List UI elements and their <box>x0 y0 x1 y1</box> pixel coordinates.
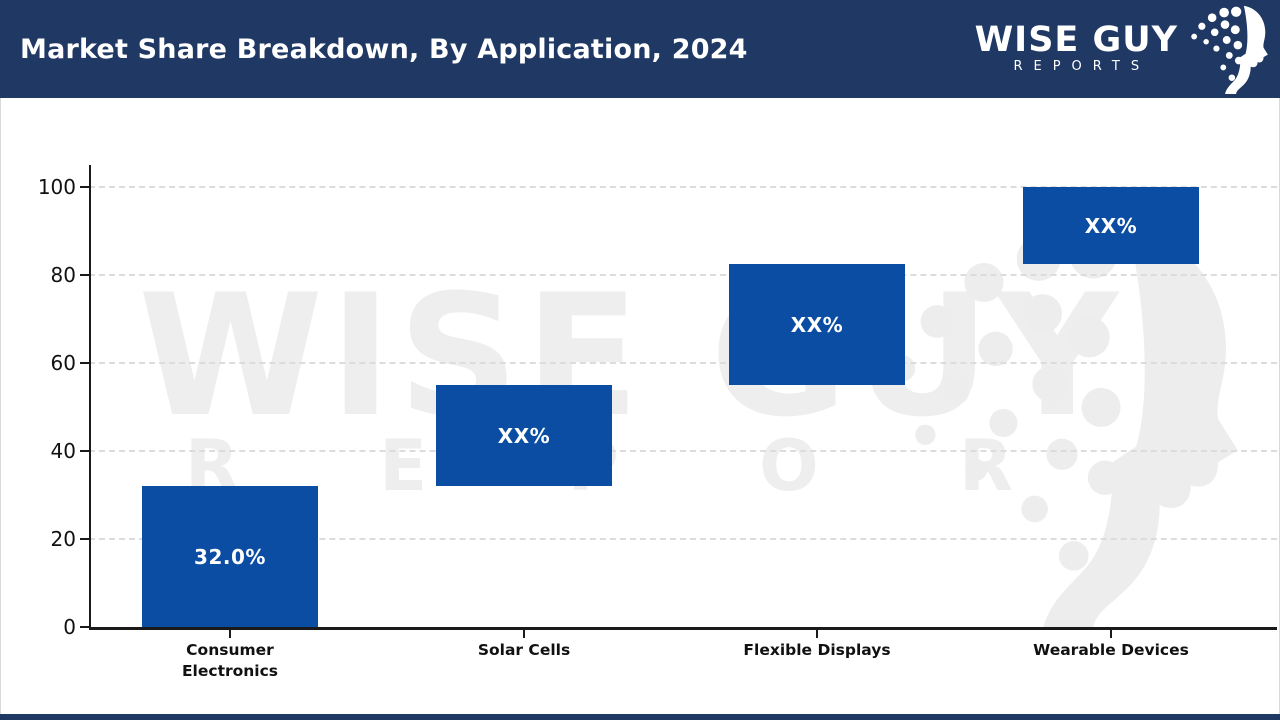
x-axis-category-label: Flexible Displays <box>743 641 891 659</box>
x-axis-tick <box>1110 630 1112 638</box>
x-axis-tick <box>523 630 525 638</box>
x-axis-tick <box>229 630 231 638</box>
logo-wordmark-line1: WISE GUY <box>974 20 1178 60</box>
y-axis-tick <box>80 362 89 364</box>
y-axis-tick <box>80 538 89 540</box>
page-title: Market Share Breakdown, By Application, … <box>20 33 748 65</box>
bar-value-label: XX% <box>790 312 844 337</box>
x-axis-category-label: Solar Cells <box>477 641 571 659</box>
y-axis-tick <box>80 186 89 188</box>
y-axis-tick-label: 0 <box>63 615 76 639</box>
x-axis-category-label: Consumer Electronics <box>181 641 279 680</box>
y-gridline <box>89 450 1277 452</box>
y-gridline <box>89 538 1277 540</box>
y-gridline <box>89 362 1277 364</box>
y-axis-tick <box>80 450 89 452</box>
y-axis-tick-label: 40 <box>50 439 76 463</box>
bar-value-label: XX% <box>1084 213 1138 238</box>
logo-wordmark: WISE GUY REPORTS <box>975 22 1178 76</box>
bar-value-label: XX% <box>497 423 551 448</box>
y-gridline <box>89 274 1277 276</box>
header: Market Share Breakdown, By Application, … <box>0 0 1280 98</box>
footer-accent-bar <box>0 714 1280 720</box>
brand-logo: WISE GUY REPORTS <box>975 4 1268 94</box>
bar-value-label: 32.0% <box>194 544 266 569</box>
y-axis-tick-label: 80 <box>50 263 76 287</box>
y-axis-tick <box>80 626 89 628</box>
y-gridline <box>89 186 1277 188</box>
bar-solar-cells: XX% <box>436 385 612 487</box>
bar-consumer-electronics: 32.0% <box>142 486 318 627</box>
y-axis-tick <box>80 274 89 276</box>
bar-flexible-displays: XX% <box>729 264 905 385</box>
y-axis-tick-label: 100 <box>37 175 76 199</box>
watermark-wordmark: WISE GUY <box>138 258 1125 454</box>
y-axis-tick-label: 60 <box>50 351 76 375</box>
y-axis-line <box>89 165 91 630</box>
bar-wearable-devices: XX% <box>1023 187 1199 264</box>
x-axis-line <box>89 627 1277 630</box>
y-axis-tick-label: 20 <box>50 527 76 551</box>
wiseguy-head-icon <box>1191 5 1268 94</box>
x-axis-tick <box>816 630 818 638</box>
logo-wordmark-line2: REPORTS <box>1013 59 1151 74</box>
x-axis-category-label: Wearable Devices <box>1033 641 1189 659</box>
